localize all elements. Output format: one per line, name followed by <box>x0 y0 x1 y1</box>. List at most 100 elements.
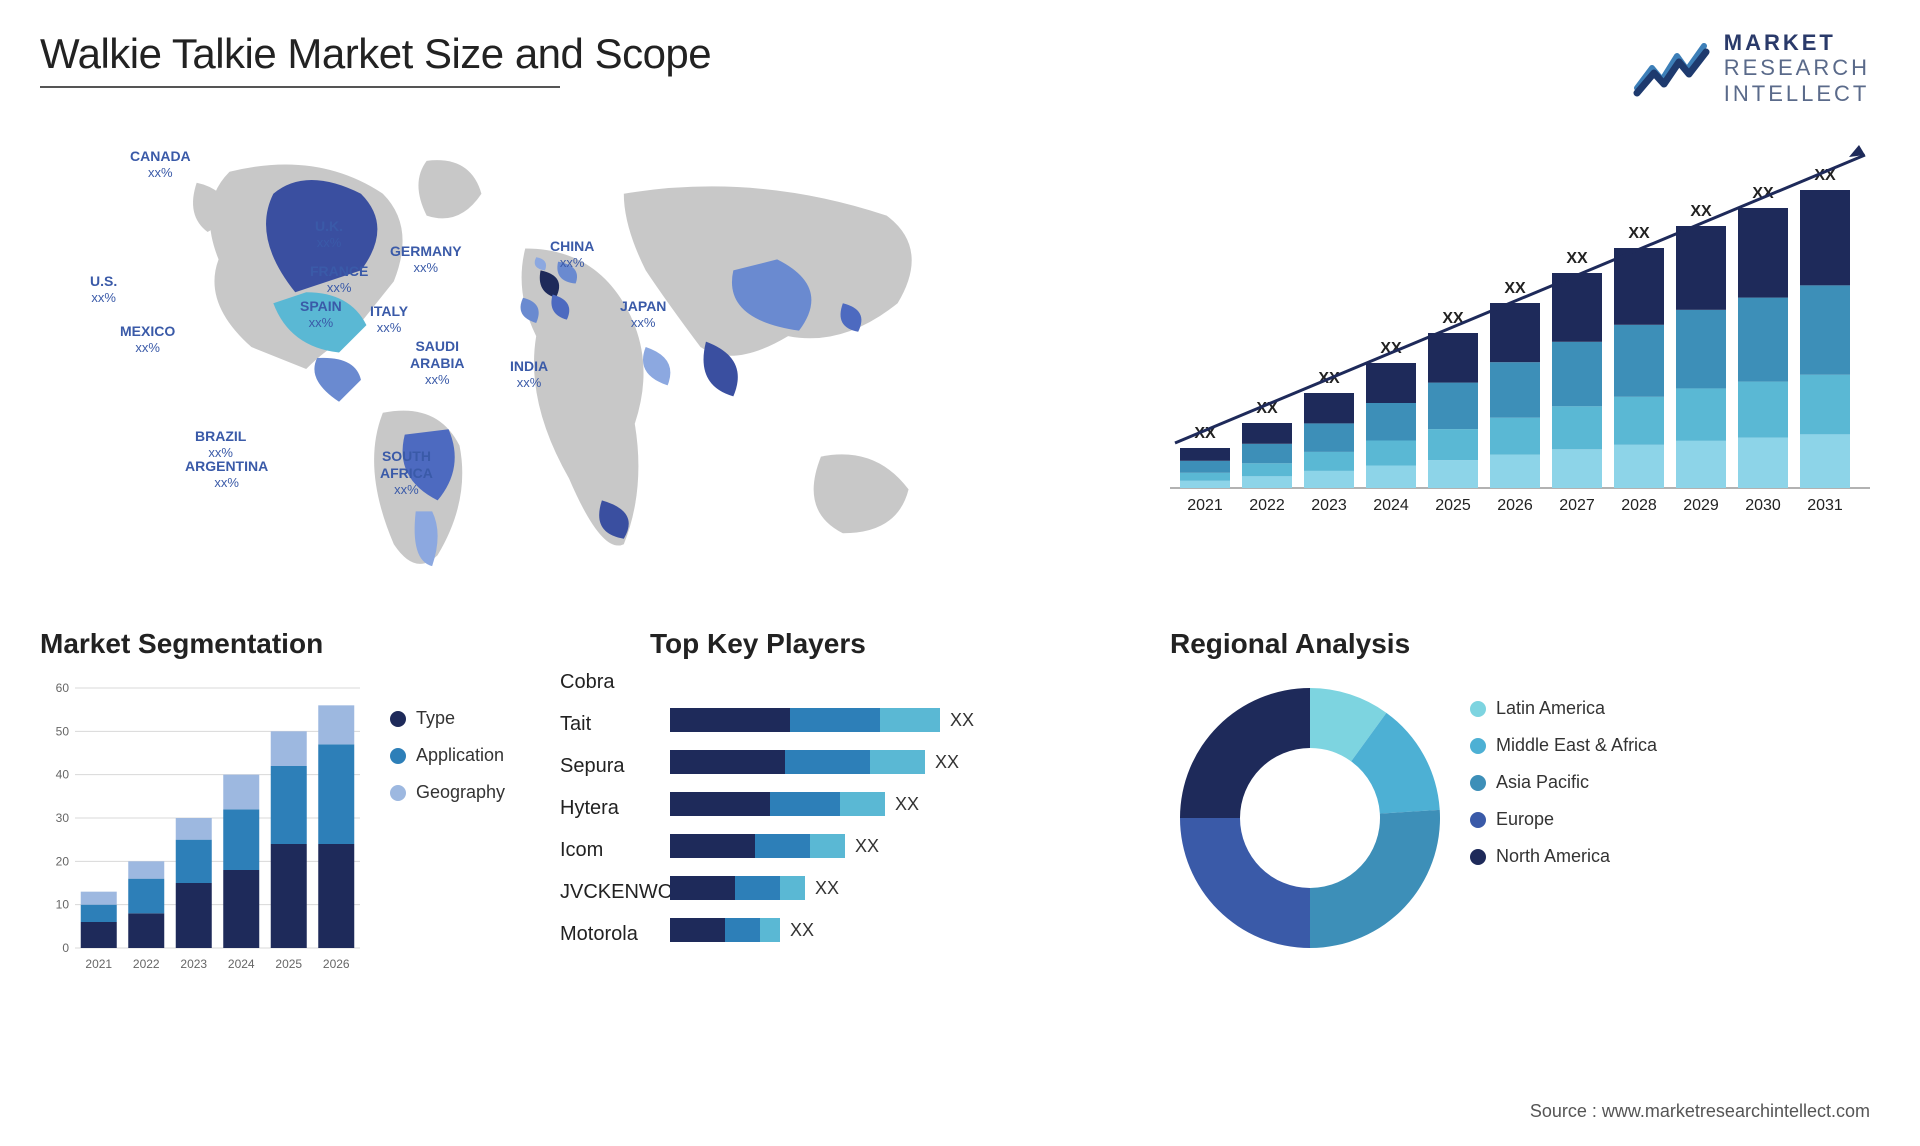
svg-text:XX: XX <box>1628 225 1650 242</box>
player-bar-segment <box>840 792 885 816</box>
svg-text:50: 50 <box>56 724 70 738</box>
legend-swatch <box>1470 849 1486 865</box>
player-bar-segment <box>670 876 735 900</box>
player-bar-segment <box>760 918 780 942</box>
player-bar-segment <box>735 876 780 900</box>
key-players-title: Top Key Players <box>650 628 1130 660</box>
player-bar-segment <box>870 750 925 774</box>
regional-legend-item: Middle East & Africa <box>1470 735 1657 756</box>
player-bar-segment <box>790 708 880 732</box>
svg-text:2027: 2027 <box>1559 497 1595 514</box>
legend-swatch <box>1470 775 1486 791</box>
player-value-label: XX <box>895 794 919 815</box>
map-label-mexico: MEXICOxx% <box>120 323 175 355</box>
svg-text:30: 30 <box>56 811 70 825</box>
map-label-japan: JAPANxx% <box>620 298 666 330</box>
svg-text:2031: 2031 <box>1807 497 1843 514</box>
map-label-france: FRANCExx% <box>310 263 368 295</box>
legend-swatch <box>390 711 406 727</box>
logo-line-1: MARKET <box>1724 30 1870 55</box>
player-bar-segment <box>785 750 870 774</box>
svg-text:60: 60 <box>56 681 70 695</box>
player-name: Icom <box>560 836 660 864</box>
page-title: Walkie Talkie Market Size and Scope <box>40 30 1880 78</box>
svg-text:XX: XX <box>1504 280 1526 297</box>
players-name-list: CobraTaitSepuraHyteraIcomJVCKENWOODMotor… <box>560 668 660 962</box>
regional-legend-item: Latin America <box>1470 698 1657 719</box>
svg-text:2023: 2023 <box>1311 497 1347 514</box>
player-bar-row: XX <box>670 832 1070 860</box>
legend-label: Europe <box>1496 809 1554 830</box>
map-svg <box>40 128 1120 588</box>
svg-text:XX: XX <box>1566 250 1588 267</box>
title-underline <box>40 86 560 88</box>
svg-text:2025: 2025 <box>1435 497 1471 514</box>
regional-legend-item: Europe <box>1470 809 1657 830</box>
legend-label: Asia Pacific <box>1496 772 1589 793</box>
legend-label: Geography <box>416 782 505 803</box>
logo-text: MARKET RESEARCH INTELLECT <box>1724 30 1870 106</box>
legend-swatch <box>1470 738 1486 754</box>
logo-icon <box>1632 38 1712 98</box>
source-citation: Source : www.marketresearchintellect.com <box>1530 1101 1870 1122</box>
player-bar-row: XX <box>670 874 1070 902</box>
svg-text:2024: 2024 <box>228 957 255 971</box>
legend-swatch <box>390 748 406 764</box>
regional-legend-item: North America <box>1470 846 1657 867</box>
svg-text:2030: 2030 <box>1745 497 1781 514</box>
player-value-label: XX <box>855 836 879 857</box>
regional-legend: Latin America Middle East & Africa Asia Pa… <box>1470 698 1657 883</box>
player-name: Tait <box>560 710 660 738</box>
map-label-china: CHINAxx% <box>550 238 594 270</box>
player-bar-segment <box>725 918 760 942</box>
player-bar-row: XX <box>670 748 1070 776</box>
player-value-label: XX <box>950 710 974 731</box>
player-bar <box>670 708 940 732</box>
svg-text:2022: 2022 <box>1249 497 1285 514</box>
map-label-us: U.S.xx% <box>90 273 117 305</box>
growth-chart: XX2021XX2022XX2023XX2024XX2025XX2026XX20… <box>1160 128 1880 588</box>
segmentation-legend-item: Application <box>390 745 505 766</box>
svg-text:2023: 2023 <box>180 957 207 971</box>
map-label-india: INDIAxx% <box>510 358 548 390</box>
legend-swatch <box>1470 812 1486 828</box>
player-bar <box>670 834 845 858</box>
svg-text:2028: 2028 <box>1621 497 1657 514</box>
logo-line-3: INTELLECT <box>1724 81 1870 106</box>
player-name: Hytera <box>560 794 660 822</box>
map-label-argentina: ARGENTINAxx% <box>185 458 268 490</box>
map-label-uk: U.K.xx% <box>315 218 343 250</box>
player-bar-segment <box>670 708 790 732</box>
svg-text:2021: 2021 <box>85 957 112 971</box>
svg-text:2024: 2024 <box>1373 497 1409 514</box>
player-name: JVCKENWOOD <box>560 878 660 906</box>
players-bars: XX XX XX XX XX XX <box>670 706 1070 958</box>
player-value-label: XX <box>790 920 814 941</box>
legend-label: Application <box>416 745 504 766</box>
legend-label: Type <box>416 708 455 729</box>
player-bar-segment <box>670 918 725 942</box>
svg-text:2026: 2026 <box>1497 497 1533 514</box>
player-name: Cobra <box>560 668 660 696</box>
brand-logo: MARKET RESEARCH INTELLECT <box>1632 30 1870 106</box>
regional-panel: Regional Analysis Latin America Middle Ea… <box>1170 628 1880 1008</box>
map-label-italy: ITALYxx% <box>370 303 408 335</box>
segmentation-panel: Market Segmentation 01020304050602021202… <box>40 628 610 1008</box>
svg-text:0: 0 <box>62 941 69 955</box>
world-map: CANADAxx%U.S.xx%MEXICOxx%BRAZILxx%ARGENT… <box>40 128 1120 588</box>
player-bar <box>670 792 885 816</box>
map-label-saudiarabia: SAUDIARABIAxx% <box>410 338 464 387</box>
player-bar-row: XX <box>670 790 1070 818</box>
map-label-southafrica: SOUTHAFRICAxx% <box>380 448 433 497</box>
svg-text:2022: 2022 <box>133 957 160 971</box>
segmentation-title: Market Segmentation <box>40 628 610 660</box>
player-bar <box>670 918 780 942</box>
svg-text:2029: 2029 <box>1683 497 1719 514</box>
legend-label: North America <box>1496 846 1610 867</box>
regional-title: Regional Analysis <box>1170 628 1880 660</box>
player-bar-row: XX <box>670 706 1070 734</box>
player-bar-segment <box>670 834 755 858</box>
player-bar-segment <box>755 834 810 858</box>
svg-text:XX: XX <box>1690 203 1712 220</box>
player-bar-segment <box>670 792 770 816</box>
